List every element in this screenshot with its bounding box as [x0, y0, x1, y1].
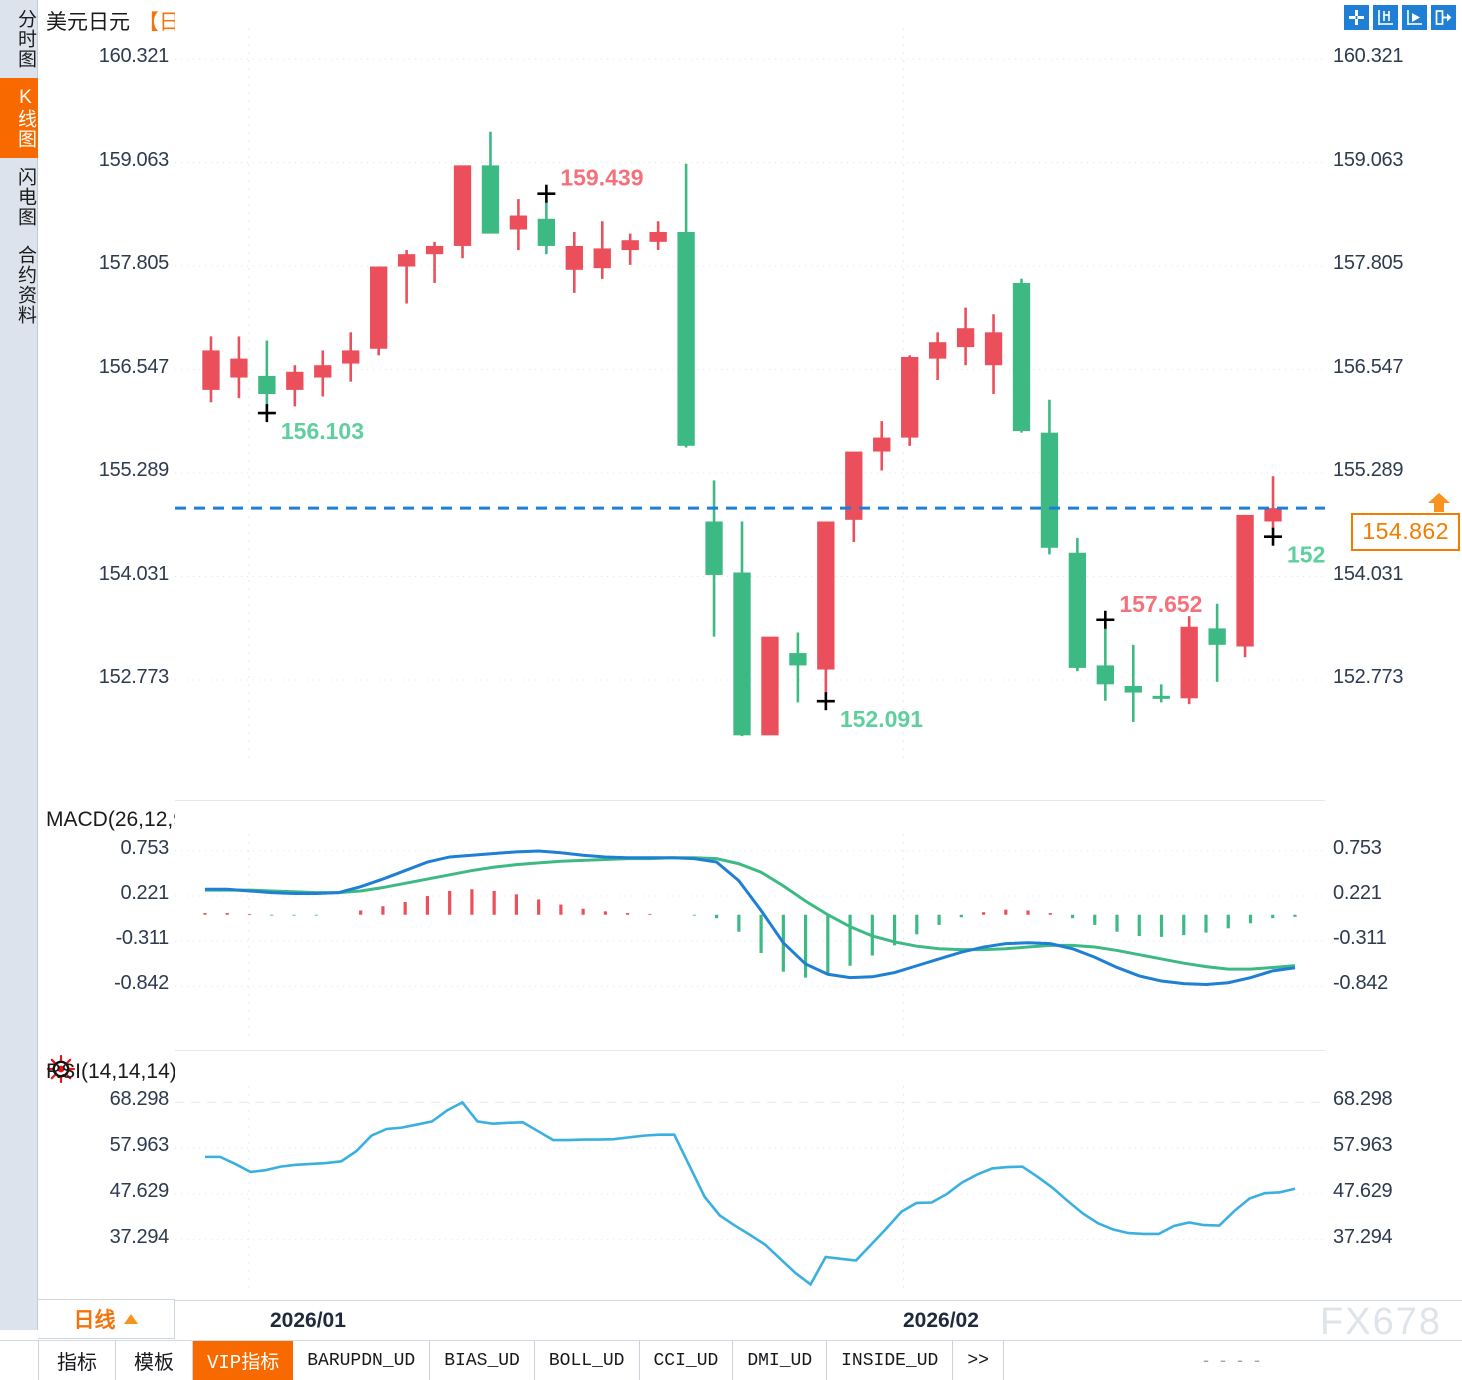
- right-axis-tick-label: 159.063: [1333, 148, 1404, 171]
- right-axis-tick-label: -0.311: [1333, 927, 1387, 950]
- sidebar-item-lightning-chart[interactable]: 闪电图: [15, 167, 36, 227]
- left-axis-tick-label: 0.221: [120, 881, 169, 904]
- right-axis-tick-label: 0.753: [1333, 836, 1382, 859]
- right-axis-tick-label: -0.842: [1333, 972, 1388, 995]
- sidebar-item-candlestick-chart[interactable]: K线图: [0, 78, 38, 158]
- price-axis-right: 160.321 159.063 157.805 156.547 155.289 154.0…: [1325, 0, 1462, 800]
- price-plot[interactable]: 159.439 156.103 157.652 152.091 152.264: [175, 0, 1325, 800]
- price-low-annotation: 156.103: [281, 418, 364, 444]
- toolbar-spacer: - - - -: [1004, 1341, 1462, 1380]
- more-indicators[interactable]: >>: [953, 1341, 1004, 1380]
- last-price-tag[interactable]: 154.862: [1351, 513, 1460, 551]
- symbol-label: 美元日元: [46, 11, 130, 34]
- indicator-dmi[interactable]: DMI_UD: [733, 1341, 828, 1380]
- macd-axis-right: 0.753 0.221 -0.311 -0.842: [1325, 800, 1462, 1050]
- alert-sun-icon[interactable]: [40, 1048, 82, 1090]
- up-triangle-icon: [1426, 492, 1452, 514]
- left-toolbar: 分时图 K线图 闪电图 合约资料: [0, 0, 38, 1330]
- left-axis-tick-label: 47.629: [109, 1179, 170, 1202]
- left-axis-tick-label: 68.298: [109, 1088, 170, 1111]
- left-axis-tick-label: 155.289: [98, 459, 170, 482]
- left-axis-tick-label: 157.805: [98, 252, 170, 275]
- left-axis-tick-label: -0.842: [114, 972, 169, 995]
- date-label-jan: 2026/01: [270, 1309, 346, 1332]
- exit-right-icon[interactable]: [1431, 5, 1456, 30]
- template-menu[interactable]: 模板: [116, 1341, 193, 1380]
- indicator-barupdn[interactable]: BARUPDN_UD: [293, 1341, 431, 1380]
- right-axis-tick-label: 157.805: [1333, 252, 1404, 275]
- price-low-annotation: 152.264: [1287, 542, 1325, 568]
- indicator-toolbar: 指标 模板 VIP指标 BARUPDN_UD BIAS_UD BOLL_UD C…: [0, 1340, 1462, 1380]
- date-label-feb: 2026/02: [903, 1309, 979, 1332]
- sidebar-item-timeshare-chart[interactable]: 分时图: [15, 9, 36, 69]
- sidebar-item-contract-info[interactable]: 合约资料: [15, 245, 36, 325]
- right-axis-tick-label: 152.773: [1333, 665, 1404, 688]
- left-axis-tick-label: 154.031: [98, 562, 170, 585]
- price-high-annotation: 159.439: [560, 165, 643, 191]
- vip-indicator-tab[interactable]: VIP指标: [193, 1341, 294, 1380]
- measure-vertical-icon[interactable]: [1373, 5, 1398, 30]
- right-axis-tick-label: 57.963: [1333, 1134, 1393, 1157]
- indicator-bias[interactable]: BIAS_UD: [430, 1341, 535, 1380]
- right-axis-tick-label: 0.221: [1333, 881, 1382, 904]
- right-axis-tick-label: 68.298: [1333, 1088, 1393, 1111]
- left-axis-tick-label: 152.773: [98, 665, 170, 688]
- left-axis-tick-label: 160.321: [98, 45, 170, 68]
- chart-stage: 美元日元 【日线】 VR(26,70,250): [38, 0, 1462, 1330]
- right-axis-tick-label: 156.547: [1333, 355, 1404, 378]
- measure-angle-icon[interactable]: [1402, 5, 1427, 30]
- price-high-annotation: 157.652: [1119, 591, 1202, 617]
- indicator-cci[interactable]: CCI_UD: [640, 1341, 734, 1380]
- right-axis-tick-label: 160.321: [1333, 45, 1404, 68]
- left-axis-tick-label: 57.963: [109, 1134, 170, 1157]
- right-axis-tick-label: 47.629: [1333, 1179, 1393, 1202]
- rsi-axis-right: 68.298 57.963 47.629 37.294: [1325, 1050, 1462, 1300]
- right-axis-tick-label: 154.031: [1333, 562, 1404, 585]
- price-axis-left: 160.321 159.063 157.805 156.547 155.289 154.0…: [38, 0, 175, 800]
- left-axis-tick-label: 0.753: [120, 836, 169, 859]
- macd-title: MACD(26,12,9): [46, 808, 192, 831]
- left-axis-tick-label: 159.063: [98, 148, 170, 171]
- indicator-menu[interactable]: 指标: [38, 1341, 116, 1380]
- trailing-dashes: - - - -: [1202, 1350, 1263, 1370]
- up-triangle-icon: [123, 1312, 139, 1326]
- left-axis-tick-label: 156.547: [98, 355, 170, 378]
- right-axis-tick-label: 155.289: [1333, 459, 1404, 482]
- period-selector-label: 日线: [73, 1309, 116, 1332]
- period-selector-button[interactable]: 日线: [38, 1299, 175, 1339]
- date-axis: 日线 2026/01 2026/02: [38, 1299, 1462, 1342]
- price-low-annotation: 152.091: [840, 706, 923, 732]
- macd-axis-left: 0.753 0.221 -0.311 -0.842: [38, 800, 175, 1050]
- indicator-boll[interactable]: BOLL_UD: [535, 1341, 640, 1380]
- left-axis-tick-label: 37.294: [109, 1225, 170, 1248]
- rsi-axis-left: 68.298 57.963 47.629 37.294: [38, 1050, 175, 1300]
- rsi-title: RSI(14,14,14): [46, 1060, 177, 1083]
- rsi-plot[interactable]: [175, 1050, 1325, 1300]
- right-axis-tick-label: 37.294: [1333, 1225, 1393, 1248]
- macd-plot[interactable]: [175, 800, 1325, 1050]
- chart-toolbar: [1344, 5, 1456, 30]
- indicator-inside[interactable]: INSIDE_UD: [827, 1341, 954, 1380]
- crosshair-move-icon[interactable]: [1344, 5, 1369, 30]
- left-axis-tick-label: -0.311: [115, 927, 170, 950]
